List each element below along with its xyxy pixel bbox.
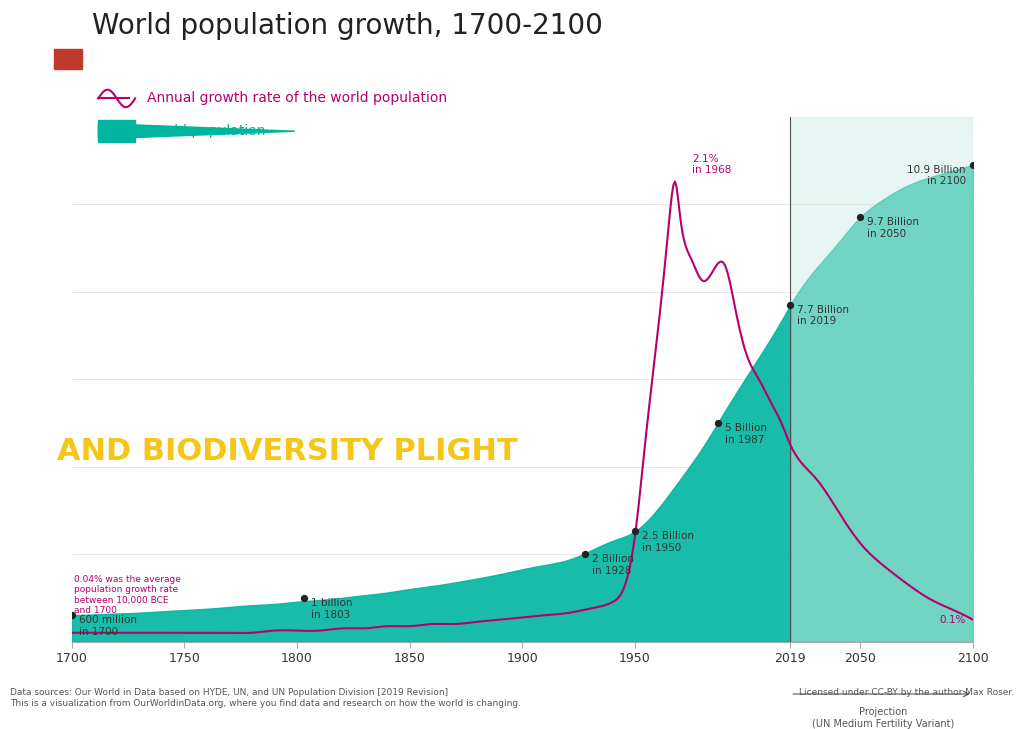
Point [296, 592, 312, 604]
Point [965, 159, 981, 171]
Text: HUMAN POPULATION BOOM: POLLUTION: HUMAN POPULATION BOOM: POLLUTION [57, 383, 505, 404]
Text: 1 billion
in 1803: 1 billion in 1803 [310, 598, 352, 620]
FancyArrow shape [98, 125, 295, 138]
Text: 10.9 Billion
in 2100: 10.9 Billion in 2100 [907, 165, 966, 187]
Text: in Data: in Data [24, 40, 63, 50]
Bar [54, 49, 82, 69]
Text: 2.1%
in 1968: 2.1% in 1968 [692, 154, 731, 175]
Point [782, 299, 799, 311]
Text: 0.1%: 0.1% [939, 615, 966, 625]
Text: AND BIODIVERSITY PLIGHT: AND BIODIVERSITY PLIGHT [57, 437, 518, 467]
Point [852, 211, 868, 223]
Text: 600 million
in 1700: 600 million in 1700 [79, 615, 136, 637]
Text: World population growth, 1700-2100: World population growth, 1700-2100 [92, 12, 603, 39]
Point [627, 526, 643, 537]
Text: Our World: Our World [15, 20, 72, 31]
Bar [791, 117, 973, 642]
Text: World population: World population [147, 124, 266, 139]
Point [578, 548, 594, 560]
Text: 2 Billion
in 1928: 2 Billion in 1928 [592, 554, 634, 576]
Text: 7.7 Billion
in 2019: 7.7 Billion in 2019 [798, 305, 849, 327]
Text: 9.7 Billion
in 2050: 9.7 Billion in 2050 [867, 217, 920, 239]
Point [63, 609, 80, 621]
Text: Data sources: Our World in Data based on HYDE, UN, and UN Population Division [2: Data sources: Our World in Data based on… [10, 688, 521, 708]
Text: Licensed under CC-BY by the author Max Roser.: Licensed under CC-BY by the author Max R… [799, 688, 1014, 697]
Text: 0.04% was the average
population growth rate
between 10,000 BCE
and 1700: 0.04% was the average population growth … [74, 575, 181, 615]
Point [710, 417, 726, 429]
Text: Annual growth rate of the world population: Annual growth rate of the world populati… [147, 91, 447, 106]
Text: Projection
(UN Medium Fertility Variant): Projection (UN Medium Fertility Variant) [812, 707, 953, 729]
Text: 5 Billion
in 1987: 5 Billion in 1987 [725, 423, 767, 445]
Text: 2.5 Billion
in 1950: 2.5 Billion in 1950 [642, 531, 694, 553]
